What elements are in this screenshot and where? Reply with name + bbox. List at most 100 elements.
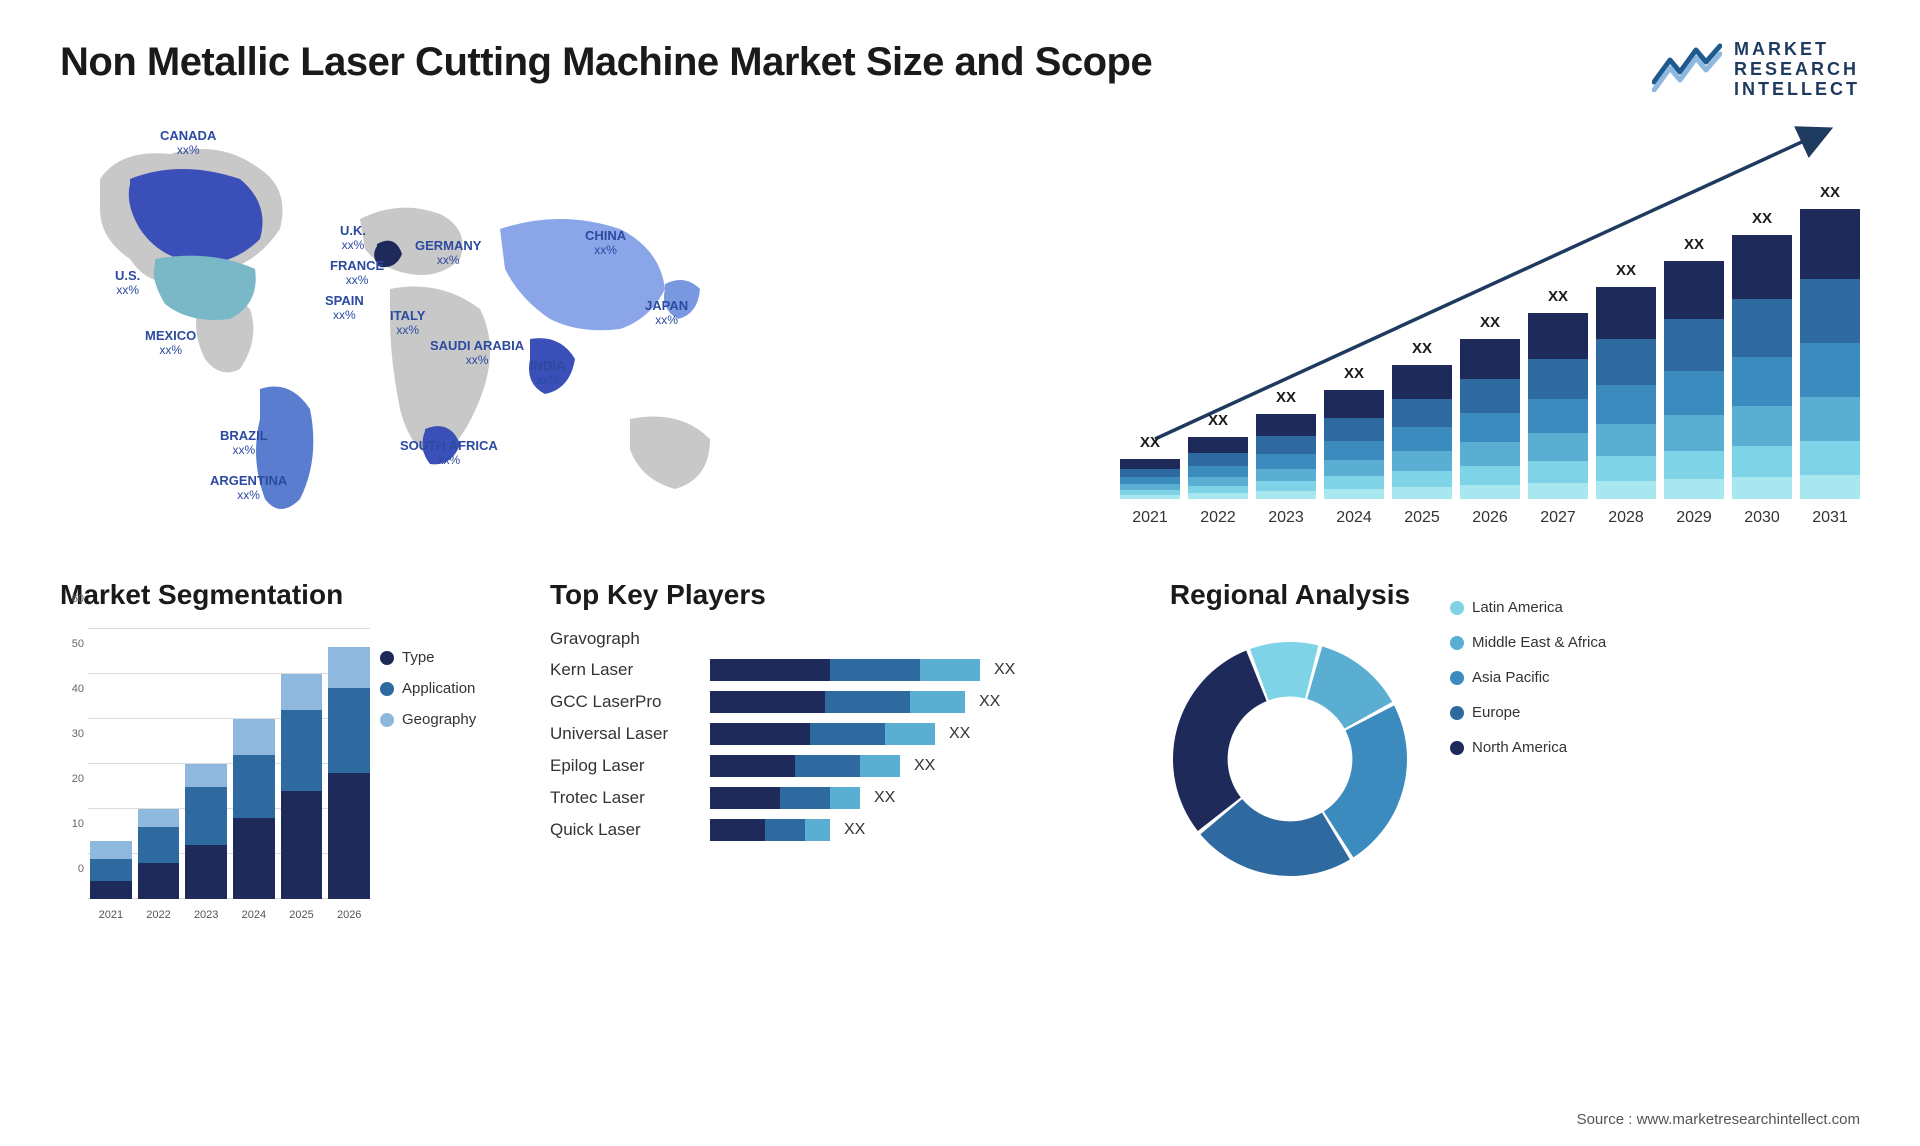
players-title: Top Key Players xyxy=(550,579,1110,611)
forecast-value: XX xyxy=(1548,288,1568,305)
seg-bar xyxy=(233,719,275,899)
forecast-bar: XX xyxy=(1460,339,1520,499)
forecast-bar: XX xyxy=(1596,287,1656,499)
seg-year: 2025 xyxy=(281,909,323,921)
map-label: GERMANYxx% xyxy=(415,239,481,266)
logo-text: MARKET RESEARCH INTELLECT xyxy=(1734,40,1860,99)
player-row: Gravograph xyxy=(550,629,1110,649)
forecast-bar: XX xyxy=(1664,261,1724,499)
forecast-year: 2031 xyxy=(1800,509,1860,527)
forecast-year: 2028 xyxy=(1596,509,1656,527)
segmentation-panel: Market Segmentation 0102030405060 202120… xyxy=(60,579,500,959)
player-value: XX xyxy=(914,757,935,775)
map-label: U.S.xx% xyxy=(115,269,140,296)
seg-year: 2023 xyxy=(185,909,227,921)
source-text: Source : www.marketresearchintellect.com xyxy=(1577,1111,1860,1128)
player-row: Kern Laser XX xyxy=(550,659,1110,681)
player-name: Universal Laser xyxy=(550,724,710,744)
seg-bar xyxy=(138,809,180,899)
forecast-value: XX xyxy=(1344,365,1364,382)
player-name: Gravograph xyxy=(550,629,710,649)
player-bar xyxy=(710,787,860,809)
forecast-value: XX xyxy=(1412,340,1432,357)
map-label: BRAZILxx% xyxy=(220,429,268,456)
seg-year: 2026 xyxy=(328,909,370,921)
forecast-bar: XX xyxy=(1800,209,1860,499)
seg-bar xyxy=(328,647,370,899)
legend-item: Latin America xyxy=(1450,599,1606,616)
player-row: Trotec LaserXX xyxy=(550,787,1110,809)
player-row: Epilog Laser XX xyxy=(550,755,1110,777)
player-row: Universal Laser XX xyxy=(550,723,1110,745)
seg-bar xyxy=(185,764,227,899)
player-bar xyxy=(710,659,980,681)
page-title: Non Metallic Laser Cutting Machine Marke… xyxy=(60,40,1152,85)
donut-slice xyxy=(1173,651,1267,832)
region-panel: Regional Analysis Latin America Middle Ea… xyxy=(1160,579,1860,959)
forecast-chart: XXXXXXXXXXXXXXXXXXXXXX 20212022202320242… xyxy=(1120,119,1860,539)
forecast-bar: XX xyxy=(1528,313,1588,499)
forecast-year: 2021 xyxy=(1120,509,1180,527)
forecast-value: XX xyxy=(1684,236,1704,253)
legend-item: Geography xyxy=(380,711,500,728)
forecast-value: XX xyxy=(1276,389,1296,406)
forecast-year: 2029 xyxy=(1664,509,1724,527)
player-value: XX xyxy=(844,821,865,839)
map-label: ARGENTINAxx% xyxy=(210,474,287,501)
player-name: Epilog Laser xyxy=(550,756,710,776)
donut-slice xyxy=(1324,706,1407,858)
forecast-year: 2022 xyxy=(1188,509,1248,527)
map-label: FRANCExx% xyxy=(330,259,384,286)
forecast-bar: XX xyxy=(1732,235,1792,499)
seg-ytick: 60 xyxy=(72,593,84,605)
forecast-value: XX xyxy=(1140,434,1160,451)
seg-ytick: 50 xyxy=(72,638,84,650)
player-bar xyxy=(710,755,900,777)
region-title: Regional Analysis xyxy=(1160,579,1420,611)
forecast-bar: XX xyxy=(1188,437,1248,499)
player-value: XX xyxy=(979,693,1000,711)
player-value: XX xyxy=(994,661,1015,679)
players-panel: Top Key Players Gravograph Kern Laser XX GC… xyxy=(550,579,1110,959)
forecast-bar: XX xyxy=(1324,390,1384,499)
seg-ytick: 0 xyxy=(78,863,84,875)
map-label: U.K.xx% xyxy=(340,224,366,251)
forecast-value: XX xyxy=(1208,412,1228,429)
seg-ytick: 10 xyxy=(72,818,84,830)
player-name: Quick Laser xyxy=(550,820,710,840)
forecast-value: XX xyxy=(1820,184,1840,201)
player-bar xyxy=(710,819,830,841)
player-bar xyxy=(710,691,965,713)
forecast-year: 2023 xyxy=(1256,509,1316,527)
forecast-year: 2026 xyxy=(1460,509,1520,527)
forecast-year: 2025 xyxy=(1392,509,1452,527)
map-label: ITALYxx% xyxy=(390,309,425,336)
legend-item: Europe xyxy=(1450,704,1606,721)
seg-year: 2021 xyxy=(90,909,132,921)
forecast-value: XX xyxy=(1616,262,1636,279)
forecast-bar: XX xyxy=(1256,414,1316,499)
forecast-bar: XX xyxy=(1392,365,1452,499)
forecast-value: XX xyxy=(1752,210,1772,227)
player-name: GCC LaserPro xyxy=(550,692,710,712)
seg-bar xyxy=(90,841,132,900)
player-name: Kern Laser xyxy=(550,660,710,680)
map-label: CANADAxx% xyxy=(160,129,216,156)
map-label: INDIAxx% xyxy=(530,359,565,386)
seg-ytick: 30 xyxy=(72,728,84,740)
seg-ytick: 20 xyxy=(72,773,84,785)
seg-bar xyxy=(281,674,323,899)
legend-item: Middle East & Africa xyxy=(1450,634,1606,651)
logo: MARKET RESEARCH INTELLECT xyxy=(1652,40,1860,99)
map-label: JAPANxx% xyxy=(645,299,688,326)
segmentation-title: Market Segmentation xyxy=(60,579,500,611)
player-row: Quick Laser XX xyxy=(550,819,1110,841)
donut-chart xyxy=(1160,629,1420,889)
legend-item: Asia Pacific xyxy=(1450,669,1606,686)
player-value: XX xyxy=(874,789,895,807)
player-bar xyxy=(710,723,935,745)
map-label: CHINAxx% xyxy=(585,229,626,256)
legend-item: Type xyxy=(380,649,500,666)
player-value: XX xyxy=(949,725,970,743)
map-label: SOUTH AFRICAxx% xyxy=(400,439,498,466)
